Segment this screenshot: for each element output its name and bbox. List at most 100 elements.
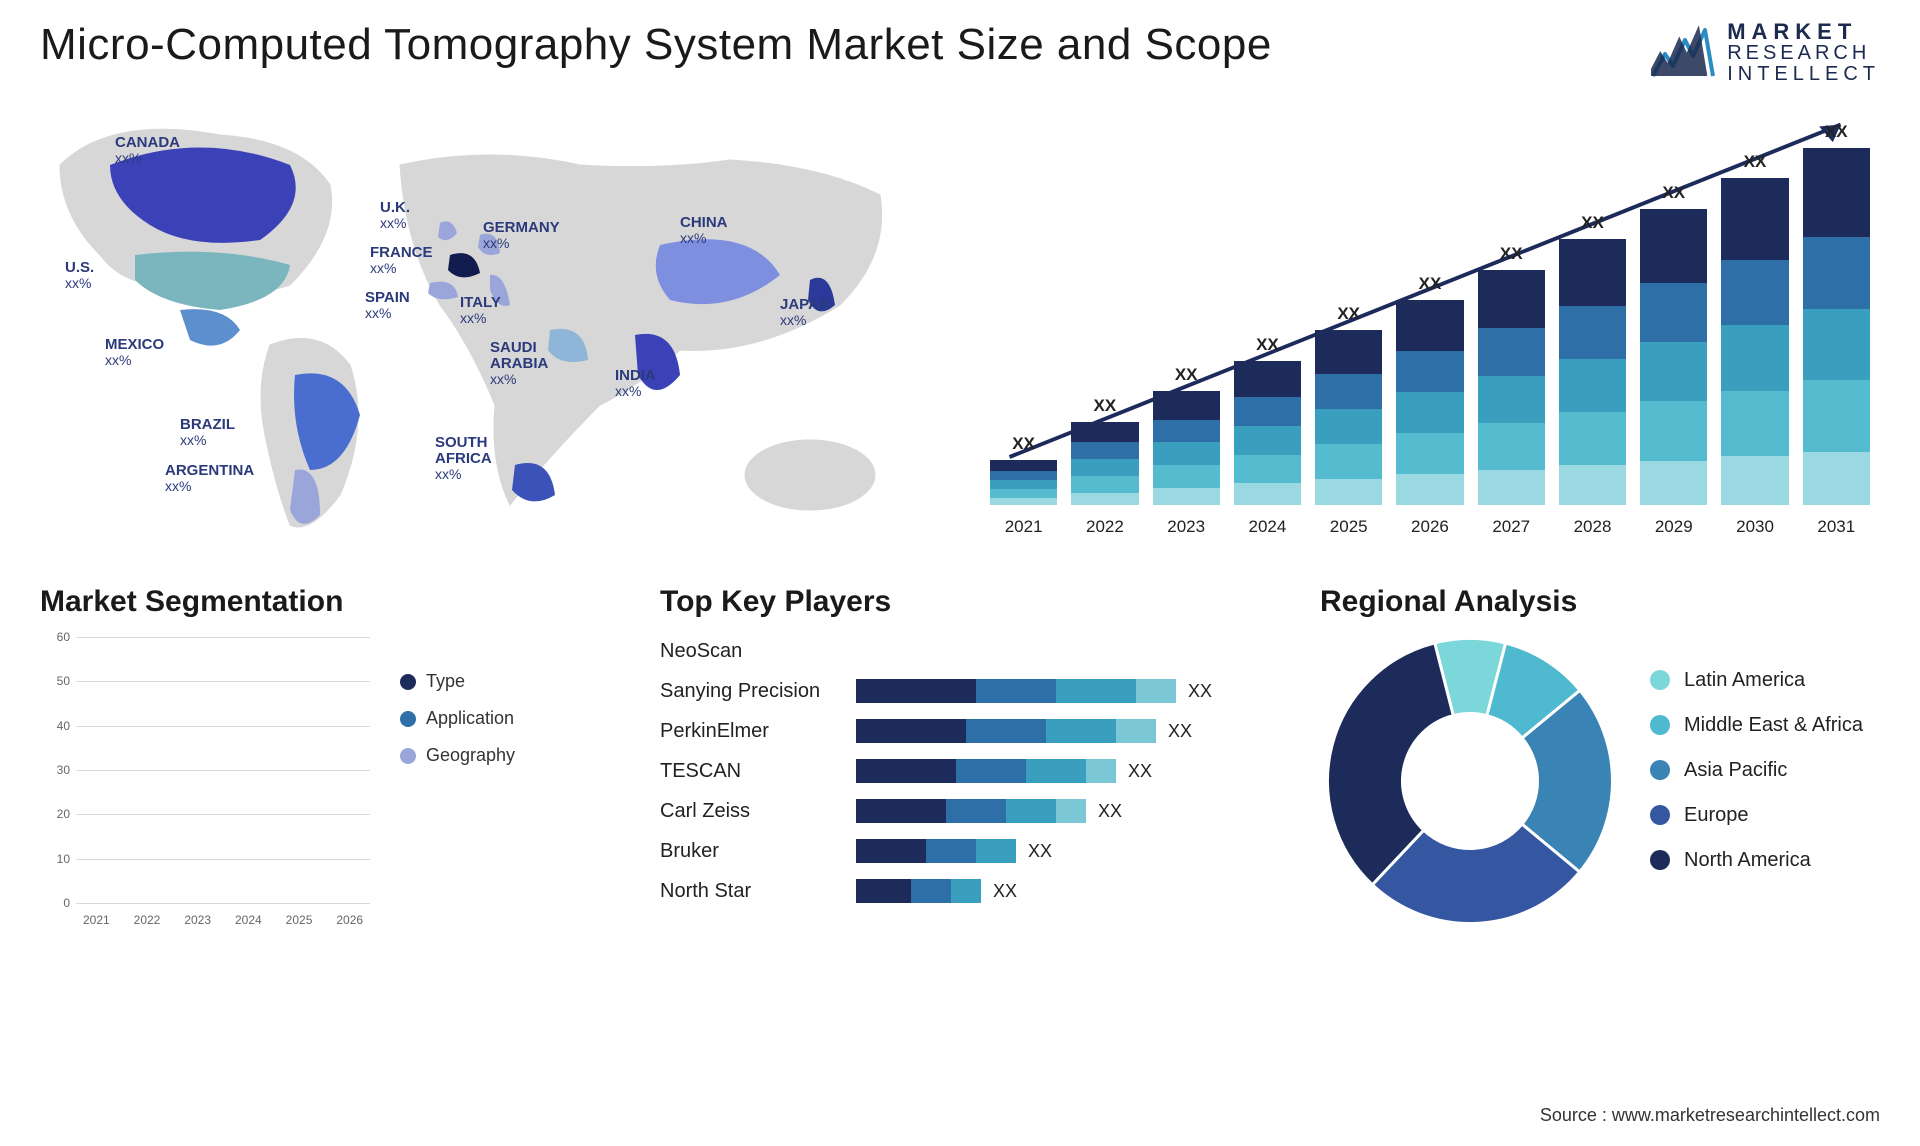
map-label-india: INDIAxx% [615, 368, 656, 400]
regional-panel: Regional Analysis Latin AmericaMiddle Ea… [1320, 585, 1880, 931]
growth-xaxis-label: 2027 [1478, 517, 1545, 537]
growth-bar-2029: XX [1640, 209, 1707, 505]
growth-bar-segment [1396, 300, 1463, 351]
growth-bar-segment [1721, 178, 1788, 260]
growth-bar-2028: XX [1559, 239, 1626, 505]
growth-bar-segment [1640, 461, 1707, 505]
regional-legend-item: Latin America [1650, 669, 1880, 692]
growth-bar-2023: XX [1153, 391, 1220, 505]
growth-bar-segment [1071, 459, 1138, 476]
seg-xaxis-label: 2023 [177, 913, 218, 927]
map-label-uk: U.K.xx% [380, 200, 410, 232]
growth-bar-segment [1803, 148, 1870, 237]
regional-legend-swatch [1650, 760, 1670, 780]
regional-legend-swatch [1650, 850, 1670, 870]
regional-legend-item: North America [1650, 849, 1880, 872]
player-bar [856, 759, 1116, 783]
regional-legend-label: Latin America [1684, 669, 1805, 692]
seg-xaxis-label: 2022 [127, 913, 168, 927]
growth-bar-value: XX [1071, 396, 1138, 416]
player-bar-segment [856, 759, 956, 783]
growth-bar-segment [1234, 426, 1301, 455]
growth-bar-2024: XX [1234, 361, 1301, 505]
players-title: Top Key Players [660, 585, 1280, 619]
growth-bar-value: XX [1721, 152, 1788, 172]
logo-line1: MARKET [1727, 20, 1880, 43]
player-bar-segment [856, 799, 946, 823]
player-row: XX [856, 871, 1280, 911]
regional-legend-label: Asia Pacific [1684, 759, 1787, 782]
growth-bar-segment [1153, 488, 1220, 505]
player-bar-segment [966, 719, 1046, 743]
source-citation: Source : www.marketresearchintellect.com [1540, 1105, 1880, 1126]
player-bar [856, 719, 1156, 743]
growth-bar-chart: XXXXXXXXXXXXXXXXXXXXXX 20212022202320242… [960, 105, 1880, 545]
seg-legend-label: Geography [426, 745, 515, 766]
growth-bar-segment [1153, 465, 1220, 488]
growth-bar-segment [1071, 476, 1138, 493]
player-bar [856, 879, 981, 903]
seg-legend-label: Type [426, 671, 465, 692]
seg-legend-label: Application [426, 708, 514, 729]
player-bar-segment [856, 879, 911, 903]
map-label-brazil: BRAZILxx% [180, 417, 235, 449]
seg-legend-item-geography: Geography [400, 745, 620, 766]
player-bar-segment [951, 879, 981, 903]
regional-legend: Latin AmericaMiddle East & AfricaAsia Pa… [1650, 669, 1880, 894]
growth-bar-segment [1315, 479, 1382, 505]
map-label-spain: SPAINxx% [365, 290, 410, 322]
growth-bar-segment [990, 480, 1057, 489]
regional-legend-label: North America [1684, 849, 1811, 872]
growth-bar-2022: XX [1071, 422, 1138, 506]
regional-title: Regional Analysis [1320, 585, 1880, 619]
seg-legend-swatch [400, 748, 416, 764]
growth-bar-segment [1559, 359, 1626, 412]
growth-xaxis-label: 2022 [1071, 517, 1138, 537]
player-bar [856, 679, 1176, 703]
seg-ytick-label: 10 [40, 852, 70, 866]
map-country-mexico [180, 309, 240, 345]
growth-bar-2027: XX [1478, 270, 1545, 506]
growth-bar-value: XX [1396, 274, 1463, 294]
growth-bar-2021: XX [990, 460, 1057, 506]
seg-ytick-label: 0 [40, 896, 70, 910]
player-row: XX [856, 791, 1280, 831]
player-value-label: XX [1128, 761, 1152, 782]
player-label: PerkinElmer [660, 711, 840, 751]
player-row: XX [856, 711, 1280, 751]
growth-bar-segment [1478, 470, 1545, 505]
player-bar [856, 839, 1016, 863]
growth-bar-segment [1721, 456, 1788, 505]
world-map-panel: CANADAxx%U.S.xx%MEXICOxx%BRAZILxx%ARGENT… [40, 105, 920, 545]
growth-xaxis-label: 2031 [1803, 517, 1870, 537]
regional-legend-item: Europe [1650, 804, 1880, 827]
player-bar-segment [1056, 679, 1136, 703]
growth-bar-segment [1559, 306, 1626, 359]
growth-bar-2026: XX [1396, 300, 1463, 505]
growth-bar-segment [1803, 380, 1870, 451]
growth-bar-segment [1559, 465, 1626, 505]
player-bar-segment [856, 679, 976, 703]
growth-bar-value: XX [1234, 335, 1301, 355]
player-bar-segment [976, 679, 1056, 703]
growth-xaxis-label: 2030 [1721, 517, 1788, 537]
segmentation-panel: Market Segmentation 20212022202320242025… [40, 585, 620, 931]
growth-bar-segment [1153, 442, 1220, 465]
player-row: XX [856, 831, 1280, 871]
growth-xaxis-label: 2026 [1396, 517, 1463, 537]
map-label-italy: ITALYxx% [460, 295, 501, 327]
player-bar-segment [946, 799, 1006, 823]
growth-bar-value: XX [1803, 122, 1870, 142]
map-country-safrica [512, 463, 555, 501]
logo-icon [1651, 26, 1715, 80]
player-row: XX [856, 751, 1280, 791]
brand-logo: MARKET RESEARCH INTELLECT [1651, 20, 1880, 85]
player-label: TESCAN [660, 751, 840, 791]
growth-xaxis-label: 2025 [1315, 517, 1382, 537]
map-label-canada: CANADAxx% [115, 135, 180, 167]
growth-bar-segment [1234, 455, 1301, 484]
seg-ytick-label: 40 [40, 719, 70, 733]
growth-bar-segment [1315, 409, 1382, 444]
growth-bar-value: XX [1640, 183, 1707, 203]
growth-bar-segment [1071, 422, 1138, 443]
